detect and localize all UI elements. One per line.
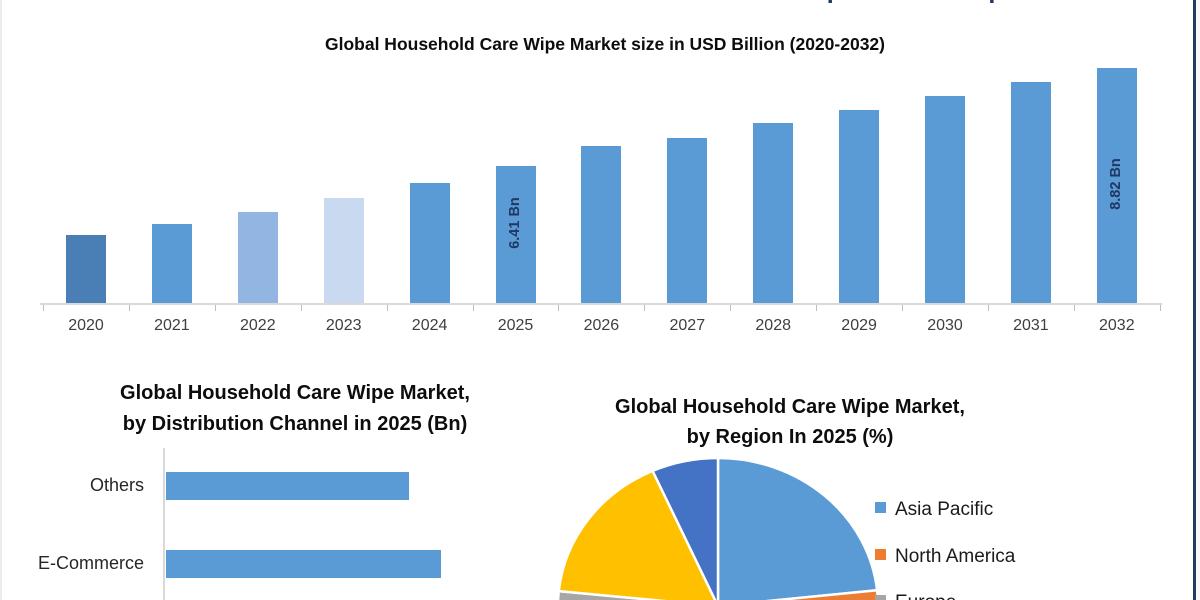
bar-2022 xyxy=(237,212,278,303)
pie-slice-3 xyxy=(557,469,717,600)
x-axis-label-2025: 2025 xyxy=(497,317,534,334)
hbar-others xyxy=(166,472,409,500)
x-axis-label-2023: 2023 xyxy=(325,317,362,334)
x-axis-label-2020: 2020 xyxy=(68,317,104,334)
region-pie-chart xyxy=(556,456,880,600)
asia-pacific-swatch-icon xyxy=(875,502,886,513)
x-axis-tick xyxy=(902,305,904,311)
bar-2023 xyxy=(323,198,364,303)
bar-2030 xyxy=(925,96,965,303)
x-axis-line xyxy=(40,303,1162,305)
legend-label-europe: Europe xyxy=(895,592,956,600)
x-axis-label-2022: 2022 xyxy=(240,317,276,334)
x-axis-tick xyxy=(730,305,732,311)
clipped-report-title-text: Global Household Care Wipe Market Report xyxy=(390,0,1150,5)
bar-2025 xyxy=(495,166,536,303)
europe-swatch-icon xyxy=(875,595,886,600)
distribution-chart-title: Global Household Care Wipe Market, by Di… xyxy=(60,378,530,440)
x-axis-label-2021: 2021 xyxy=(154,317,190,334)
distribution-chart-title-line2: by Distribution Channel in 2025 (Bn) xyxy=(122,413,468,435)
x-axis-tick xyxy=(558,305,560,311)
x-axis-tick xyxy=(128,305,130,311)
hbar-label-e-commerce: E-Commerce xyxy=(37,553,144,573)
region-chart-title-line1: Global Household Care Wipe Market, xyxy=(615,396,965,418)
x-axis-tick xyxy=(300,305,302,311)
bar-2026 xyxy=(581,146,622,303)
x-axis-label-2030: 2030 xyxy=(927,317,963,334)
market-size-chart-title: Global Household Care Wipe Market size i… xyxy=(325,34,885,54)
x-axis-tick xyxy=(1073,305,1075,311)
x-axis-label-2026: 2026 xyxy=(583,317,620,334)
x-axis-label-2029: 2029 xyxy=(841,317,877,334)
x-axis-label-2024: 2024 xyxy=(411,317,448,334)
pie-slice-asia-pacific xyxy=(716,456,879,600)
x-axis-tick xyxy=(987,305,989,311)
hbar-label-others: Others xyxy=(89,475,144,495)
left-frame-border xyxy=(0,0,2,600)
north-america-swatch-icon xyxy=(875,549,886,560)
pie-slice-north-america xyxy=(765,588,880,600)
bar-2024 xyxy=(409,183,450,303)
bar-value-label-2032: 8.82 Bn xyxy=(1107,158,1124,210)
clipped-report-title: Global Household Care Wipe Market Report xyxy=(0,0,1200,7)
y-axis-line xyxy=(163,448,165,600)
x-axis-tick xyxy=(43,305,45,311)
x-axis-label-2031: 2031 xyxy=(1013,317,1049,334)
right-frame-gap xyxy=(1196,0,1200,600)
x-axis-tick xyxy=(214,305,216,311)
bar-2021 xyxy=(151,224,192,303)
hbar-e-commerce xyxy=(166,550,441,578)
right-frame-border xyxy=(1193,0,1196,600)
bar-2020 xyxy=(66,235,106,303)
x-axis-tick xyxy=(1159,305,1161,311)
pie-slice-4 xyxy=(650,456,720,600)
bar-2031 xyxy=(1010,82,1051,303)
bar-2027 xyxy=(667,138,708,303)
x-axis-tick xyxy=(386,305,388,311)
region-chart-title-line2: by Region In 2025 (%) xyxy=(686,426,894,448)
legend-label-north-america: North America xyxy=(895,546,1016,567)
legend-label-asia-pacific: Asia Pacific xyxy=(895,499,994,520)
x-axis-label-2027: 2027 xyxy=(669,317,706,334)
x-axis-tick xyxy=(472,305,474,311)
distribution-chart-plot-area: Others E-Commerce xyxy=(37,472,441,578)
distribution-chart-title-line1: Global Household Care Wipe Market, xyxy=(120,382,470,404)
x-axis-label-2032: 2032 xyxy=(1099,317,1135,334)
x-axis-label-2028: 2028 xyxy=(755,317,791,334)
bar-2032 xyxy=(1096,68,1137,303)
bar-2029 xyxy=(839,110,880,303)
bar-2028 xyxy=(753,123,794,303)
x-axis-tick xyxy=(644,305,646,311)
region-chart-title: Global Household Care Wipe Market, by Re… xyxy=(600,392,980,452)
x-axis-tick xyxy=(816,305,818,311)
